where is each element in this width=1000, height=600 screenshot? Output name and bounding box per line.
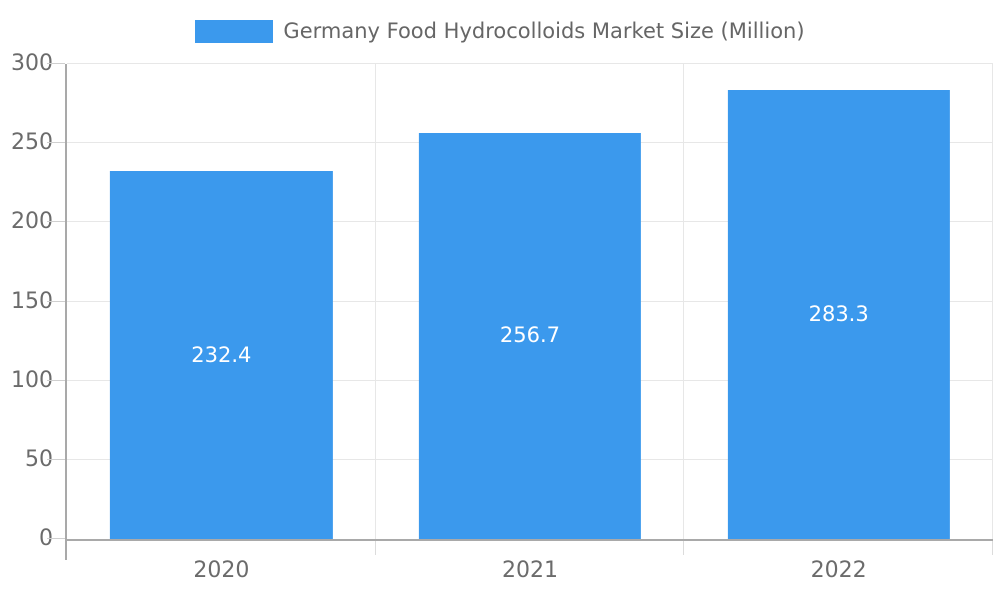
legend-title: Germany Food Hydrocolloids Market Size (… bbox=[283, 19, 805, 43]
y-tick-mark bbox=[47, 538, 65, 539]
bar-column: 256.7 bbox=[376, 64, 685, 539]
y-tick-label: 0 bbox=[39, 526, 53, 551]
y-tick-label: 200 bbox=[11, 209, 53, 235]
y-tick-mark bbox=[47, 300, 65, 302]
x-tick-label: 2021 bbox=[502, 558, 558, 583]
bars-layer: 232.4 256.7 283.3 bbox=[67, 64, 993, 539]
gridline-vertical bbox=[683, 64, 685, 539]
y-axis-labels: 0 50 100 150 200 250 300 bbox=[0, 53, 53, 550]
y-tick-mark bbox=[47, 63, 65, 64]
gridline-vertical bbox=[374, 64, 376, 539]
x-tick-mark bbox=[992, 541, 993, 555]
y-tick-label: 50 bbox=[25, 446, 53, 472]
legend: Germany Food Hydrocolloids Market Size (… bbox=[0, 19, 1000, 43]
bar-column: 232.4 bbox=[67, 64, 376, 539]
x-tick-mark bbox=[374, 541, 376, 555]
y-tick-label: 100 bbox=[11, 367, 53, 393]
x-axis-labels: 2020 2021 2022 bbox=[67, 558, 993, 589]
bar-value-label: 232.4 bbox=[191, 342, 252, 367]
x-tick-label: 2022 bbox=[810, 558, 867, 583]
x-tick-mark bbox=[683, 541, 685, 555]
y-tick-label: 300 bbox=[11, 51, 53, 76]
bar: 283.3 bbox=[727, 90, 950, 539]
y-axis-tick-marks bbox=[47, 63, 65, 539]
gridline-horizontal bbox=[67, 63, 993, 64]
gridline-vertical bbox=[992, 64, 993, 539]
y-tick-mark bbox=[47, 458, 65, 460]
bar-value-label: 256.7 bbox=[499, 323, 561, 348]
x-axis-tick-marks bbox=[67, 541, 993, 557]
bar-value-label: 283.3 bbox=[808, 302, 869, 327]
plot-area: 232.4 256.7 283.3 bbox=[65, 63, 993, 560]
y-axis-extension-tick bbox=[65, 541, 67, 560]
bar-column: 283.3 bbox=[684, 64, 993, 539]
y-tick-label: 150 bbox=[11, 288, 53, 314]
x-tick-label: 2020 bbox=[193, 558, 250, 583]
y-tick-label: 250 bbox=[11, 130, 53, 156]
y-tick-mark bbox=[47, 379, 65, 381]
legend-swatch bbox=[195, 19, 274, 43]
bar: 232.4 bbox=[110, 171, 333, 539]
y-tick-mark bbox=[47, 142, 65, 144]
bar: 256.7 bbox=[418, 132, 642, 539]
y-tick-mark bbox=[47, 221, 65, 223]
